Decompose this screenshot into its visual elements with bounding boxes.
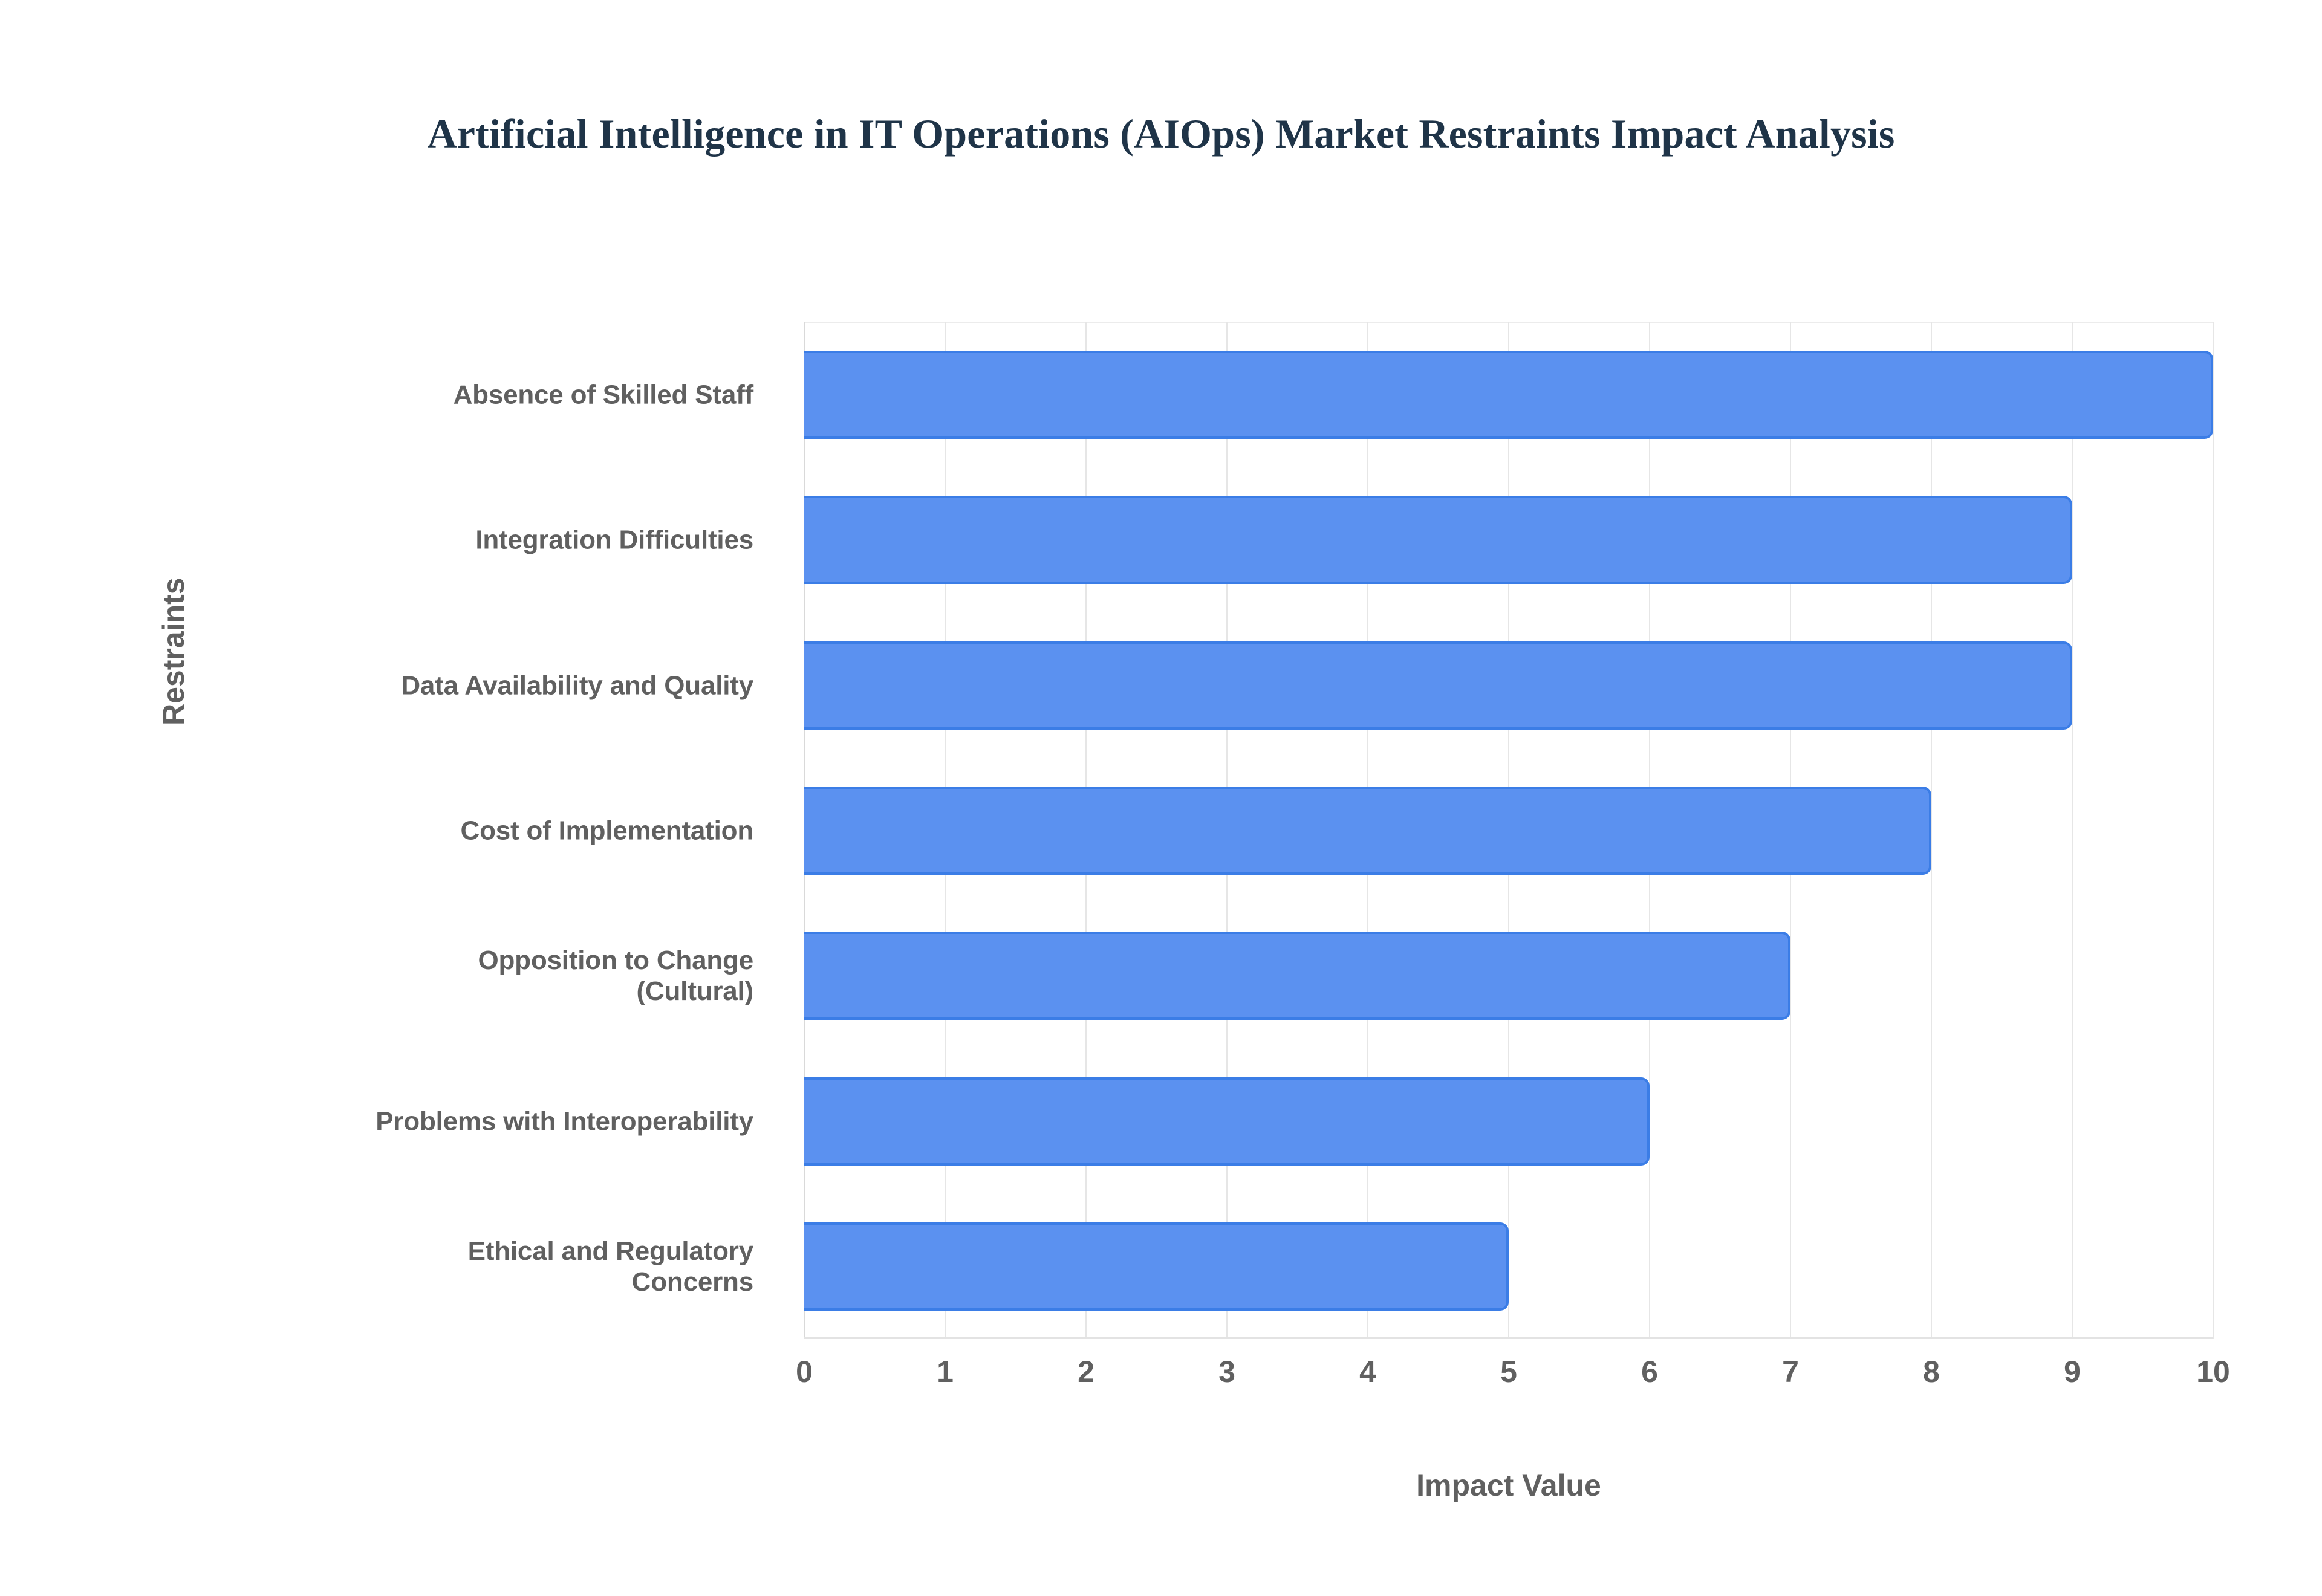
y-axis-title: Restraints	[157, 577, 190, 725]
y-axis-tick-label: Data Availability and Quality	[401, 670, 753, 701]
x-axis-tick-label: 5	[1500, 1355, 1517, 1389]
bar[interactable]	[804, 496, 2072, 585]
bar[interactable]	[804, 351, 2213, 440]
y-axis-tick-label: Integration Difficulties	[475, 525, 753, 555]
x-axis-tick-label: 10	[2196, 1355, 2230, 1389]
y-axis-tick-label: Problems with Interoperability	[376, 1106, 753, 1137]
x-axis-tick-label: 8	[1923, 1355, 1940, 1389]
bar-series	[804, 322, 2213, 1339]
bar[interactable]	[804, 932, 1790, 1020]
x-axis-tick-label: 2	[1078, 1355, 1094, 1389]
bar[interactable]	[804, 786, 1931, 875]
bar-band	[804, 903, 2213, 1048]
bar-band	[804, 467, 2213, 612]
y-axis-tick-labels: Absence of Skilled Staff Integration Diff…	[139, 322, 780, 1339]
x-axis-tick-label: 4	[1359, 1355, 1376, 1389]
y-axis-tick-label: Ethical and Regulatory Concerns	[467, 1236, 754, 1297]
x-axis-tick-label: 3	[1218, 1355, 1235, 1389]
x-axis-line	[804, 1337, 2213, 1339]
x-axis-tick-label: 7	[1782, 1355, 1799, 1389]
x-axis-tick-label: 6	[1641, 1355, 1658, 1389]
x-axis-tick-label: 9	[2064, 1355, 2081, 1389]
x-axis-tick-label: 1	[937, 1355, 954, 1389]
bar-band	[804, 1194, 2213, 1339]
y-axis-tick-label: Cost of Implementation	[460, 816, 754, 846]
x-axis-tick-label: 0	[796, 1355, 813, 1389]
page-title: Artificial Intelligence in IT Operations…	[427, 111, 1895, 157]
bar[interactable]	[804, 641, 2072, 730]
bar-band	[804, 322, 2213, 467]
bar[interactable]	[804, 1077, 1650, 1166]
bar-band	[804, 1048, 2213, 1193]
bar-band	[804, 613, 2213, 758]
x-axis-tick-labels: 0 1 2 3 4 5 6 7 8 9 10	[796, 1354, 2230, 1409]
y-axis-tick-label: Absence of Skilled Staff	[453, 380, 754, 410]
y-axis-tick-label: Opposition to Change (Cultural)	[478, 946, 753, 1007]
plot-area	[804, 322, 2214, 1339]
bar-band	[804, 758, 2213, 903]
x-axis-title: Impact Value	[1416, 1468, 1601, 1502]
bar[interactable]	[804, 1222, 1509, 1311]
